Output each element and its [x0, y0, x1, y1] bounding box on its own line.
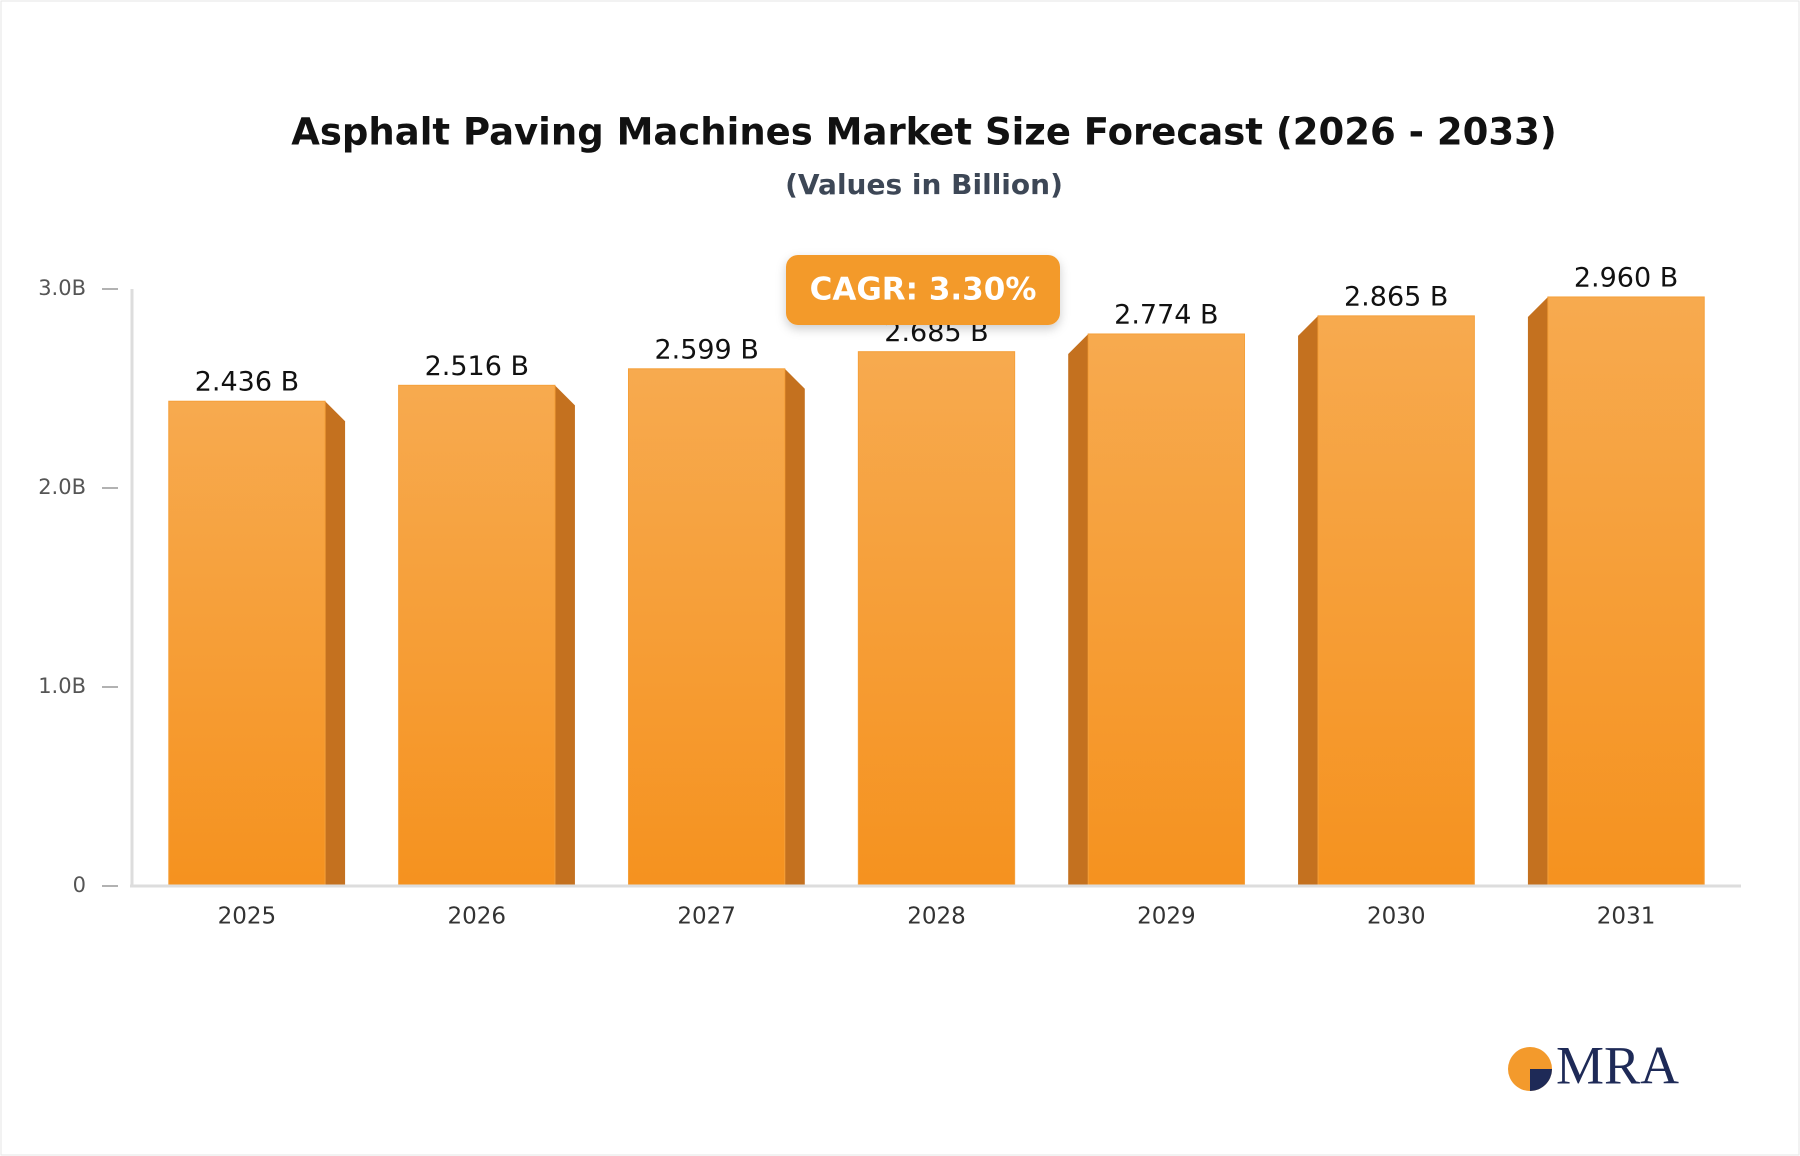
x-tick-label: 2026	[448, 904, 507, 930]
y-tick-label: 2.0B	[38, 475, 86, 499]
bar-side	[325, 401, 346, 886]
bar-side	[784, 368, 805, 886]
cagr-box	[786, 255, 1060, 325]
bar-side	[1068, 333, 1089, 886]
cagr-text: CAGR: 3.30%	[810, 272, 1037, 308]
chart-title: Asphalt Paving Machines Market Size Fore…	[291, 111, 1556, 154]
value-label: 2.436 B	[195, 367, 299, 398]
x-tick-label: 2027	[677, 904, 736, 930]
chart-subtitle: (Values in Billion)	[785, 168, 1063, 201]
bar-side	[1298, 315, 1319, 886]
bar-side	[1527, 296, 1548, 887]
value-label: 2.774 B	[1114, 299, 1218, 330]
bar	[1317, 315, 1475, 887]
bar	[857, 351, 1016, 887]
bar	[168, 400, 326, 887]
x-tick-label: 2031	[1597, 904, 1656, 930]
value-label: 2.599 B	[654, 334, 758, 365]
bar	[398, 384, 556, 887]
value-label: 2.516 B	[425, 351, 529, 382]
logo-icon-part	[1530, 1069, 1552, 1091]
bar	[1087, 333, 1246, 887]
logo: MRA	[1508, 1035, 1679, 1095]
y-tick-label: 1.0B	[38, 674, 86, 698]
bar	[627, 368, 786, 887]
y-tick-label: 3.0B	[38, 276, 86, 300]
bar	[1547, 296, 1705, 887]
x-tick-label: 2025	[218, 904, 277, 930]
x-tick-label: 2028	[907, 904, 966, 930]
cagr-badge: CAGR: 3.30%	[786, 255, 1060, 325]
logo-text: MRA	[1556, 1035, 1679, 1095]
value-label: 2.865 B	[1344, 281, 1448, 312]
bar-side	[554, 385, 575, 886]
x-tick-label: 2029	[1137, 904, 1196, 930]
value-label: 2.960 B	[1574, 262, 1678, 293]
y-tick-label: 0	[73, 873, 86, 897]
x-tick-label: 2030	[1367, 904, 1426, 930]
